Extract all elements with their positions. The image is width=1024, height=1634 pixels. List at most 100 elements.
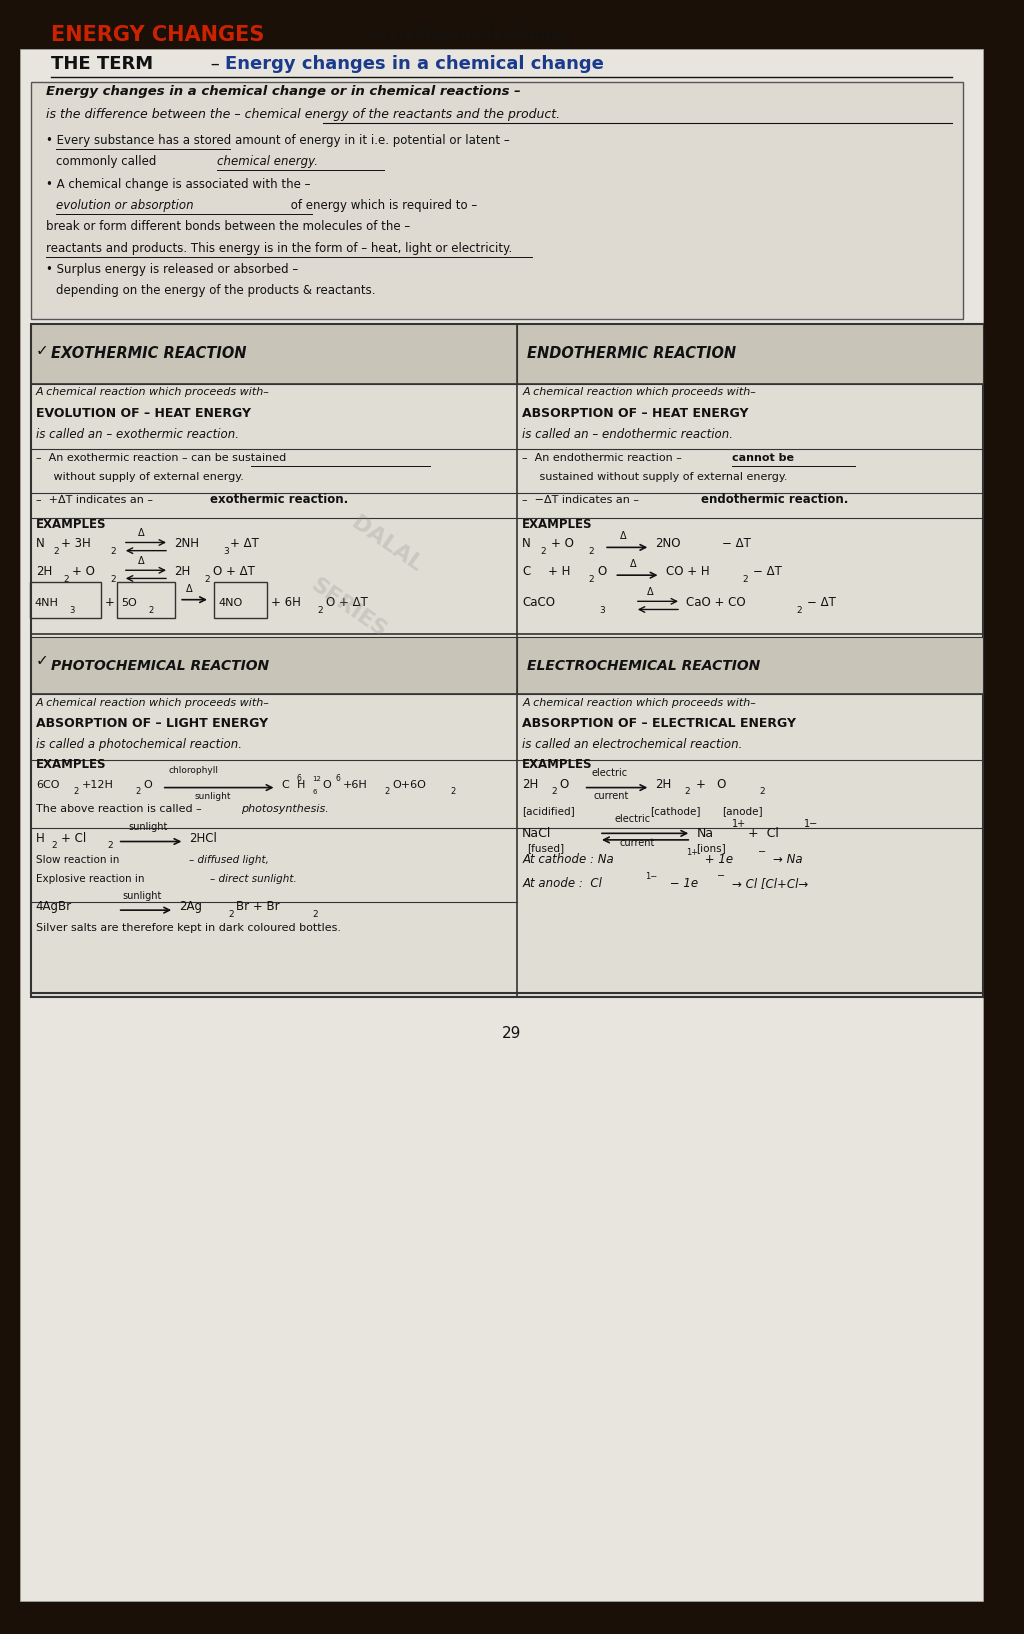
Text: ABSORPTION OF – HEAT ENERGY: ABSORPTION OF – HEAT ENERGY	[522, 407, 749, 420]
Text: –  An exothermic reaction – can be sustained: – An exothermic reaction – can be sustai…	[36, 453, 286, 462]
Text: endothermic reaction.: endothermic reaction.	[701, 493, 849, 507]
Text: The above reaction is called –: The above reaction is called –	[36, 804, 205, 814]
Text: 2: 2	[451, 788, 456, 796]
Text: At cathode : Na: At cathode : Na	[522, 853, 614, 866]
Text: [anode]: [anode]	[722, 806, 763, 815]
Text: O + ΔT: O + ΔT	[326, 596, 368, 609]
Text: 2: 2	[205, 575, 210, 583]
Text: is called an – endothermic reaction.: is called an – endothermic reaction.	[522, 428, 733, 441]
Text: +6H: +6H	[343, 779, 368, 789]
FancyBboxPatch shape	[31, 324, 983, 997]
Text: 2: 2	[63, 575, 69, 583]
Text: is the difference between the – chemical energy of the reactants and the product: is the difference between the – chemical…	[46, 108, 560, 121]
Text: 2Ag: 2Ag	[179, 900, 202, 913]
Text: THE TERM: THE TERM	[51, 54, 154, 72]
Text: 2: 2	[797, 606, 802, 614]
Text: 2: 2	[111, 547, 116, 556]
Text: ENERGY CHANGES: ENERGY CHANGES	[51, 25, 264, 44]
Text: EVOLUTION OF – HEAT ENERGY: EVOLUTION OF – HEAT ENERGY	[36, 407, 251, 420]
Text: A chemical reaction which proceeds with–: A chemical reaction which proceeds with–	[36, 387, 269, 397]
Text: Δ: Δ	[186, 583, 193, 593]
Text: – diffused light,: – diffused light,	[189, 855, 269, 864]
Text: 2: 2	[312, 910, 317, 918]
FancyBboxPatch shape	[31, 637, 517, 694]
Text: chemical energy.: chemical energy.	[217, 155, 318, 168]
Text: [acidified]: [acidified]	[522, 806, 575, 815]
Text: + 1e: + 1e	[701, 853, 733, 866]
Text: 2H: 2H	[655, 778, 672, 791]
FancyBboxPatch shape	[31, 82, 963, 319]
Text: – direct sunlight.: – direct sunlight.	[210, 874, 297, 884]
Text: CaO + CO: CaO + CO	[686, 596, 745, 609]
Text: N: N	[522, 538, 531, 551]
Text: − ΔT: − ΔT	[753, 565, 781, 578]
Text: −: −	[758, 846, 766, 856]
Text: − ΔT: − ΔT	[722, 538, 751, 551]
Text: depending on the energy of the products & reactants.: depending on the energy of the products …	[56, 284, 376, 297]
Text: 6: 6	[336, 775, 341, 783]
Text: 12: 12	[312, 776, 322, 783]
Text: sunlight: sunlight	[123, 891, 162, 900]
Text: sustained without supply of external energy.: sustained without supply of external ene…	[522, 472, 787, 482]
Text: + O: + O	[551, 538, 573, 551]
Text: + Cl: + Cl	[61, 832, 87, 845]
Text: cannot be: cannot be	[732, 453, 795, 462]
Text: 4NO: 4NO	[218, 598, 243, 608]
Text: of energy which is required to –: of energy which is required to –	[287, 199, 477, 212]
Text: 2: 2	[135, 788, 140, 796]
Text: +12H: +12H	[82, 779, 114, 789]
Text: − 1e: − 1e	[666, 877, 697, 891]
Text: electric: electric	[614, 814, 650, 824]
Text: Δ: Δ	[138, 556, 144, 565]
Text: [ions]: [ions]	[696, 843, 726, 853]
Text: current: current	[594, 791, 630, 801]
Text: H: H	[36, 832, 45, 845]
Text: 1−: 1−	[804, 819, 818, 828]
Text: DALAL: DALAL	[348, 513, 426, 575]
Text: 2H: 2H	[174, 565, 190, 578]
Text: N: N	[36, 538, 45, 551]
Text: EXOTHERMIC REACTION: EXOTHERMIC REACTION	[51, 346, 247, 361]
Text: –  −ΔT indicates an –: – −ΔT indicates an –	[522, 495, 643, 505]
Text: 2: 2	[541, 547, 546, 556]
Text: 2: 2	[228, 910, 233, 918]
Text: ✓: ✓	[36, 654, 48, 668]
Text: 2NO: 2NO	[655, 538, 681, 551]
Text: O+6O: O+6O	[392, 779, 426, 789]
Text: electric: electric	[592, 768, 628, 778]
Text: O: O	[597, 565, 606, 578]
Text: → Cl [Cl+Cl→: → Cl [Cl+Cl→	[732, 877, 808, 891]
FancyBboxPatch shape	[517, 637, 983, 694]
Text: 2: 2	[51, 842, 56, 850]
Text: 2NH: 2NH	[174, 538, 199, 551]
Text: ABSORPTION OF – LIGHT ENERGY: ABSORPTION OF – LIGHT ENERGY	[36, 717, 268, 730]
Text: • Every substance has a stored amount of energy in it i.e. potential or latent –: • Every substance has a stored amount of…	[46, 134, 510, 147]
Text: +: +	[104, 596, 115, 609]
Text: NaCl: NaCl	[522, 827, 552, 840]
Text: [cathode]: [cathode]	[650, 806, 700, 815]
Text: 4AgBr: 4AgBr	[36, 900, 72, 913]
Text: ENDOTHERMIC REACTION: ENDOTHERMIC REACTION	[527, 346, 736, 361]
Text: Energy changes in a chemical change or in chemical reactions –: Energy changes in a chemical change or i…	[46, 85, 521, 98]
Text: + 6H: + 6H	[271, 596, 301, 609]
FancyBboxPatch shape	[517, 324, 983, 384]
Text: EXAMPLES: EXAMPLES	[522, 758, 593, 771]
Text: Δ: Δ	[620, 531, 626, 541]
Text: sunlight: sunlight	[128, 822, 167, 832]
Text: 2: 2	[384, 788, 389, 796]
Text: O: O	[143, 779, 153, 789]
Text: +   O: + O	[696, 778, 727, 791]
Text: chlorophyll: chlorophyll	[169, 766, 219, 775]
Text: EXAMPLES: EXAMPLES	[36, 758, 106, 771]
Text: photosynthesis.: photosynthesis.	[241, 804, 329, 814]
Text: A chemical reaction which proceeds with–: A chemical reaction which proceeds with–	[522, 698, 756, 708]
Text: + ΔT: + ΔT	[230, 538, 259, 551]
Text: A chemical reaction which proceeds with–: A chemical reaction which proceeds with–	[522, 387, 756, 397]
Text: evolution or absorption: evolution or absorption	[56, 199, 194, 212]
Text: –  An endothermic reaction –: – An endothermic reaction –	[522, 453, 686, 462]
Text: Δ: Δ	[630, 559, 636, 569]
Text: O: O	[323, 779, 332, 789]
Text: + O: + O	[72, 565, 94, 578]
Text: without supply of external energy.: without supply of external energy.	[36, 472, 244, 482]
Text: commonly called: commonly called	[56, 155, 161, 168]
